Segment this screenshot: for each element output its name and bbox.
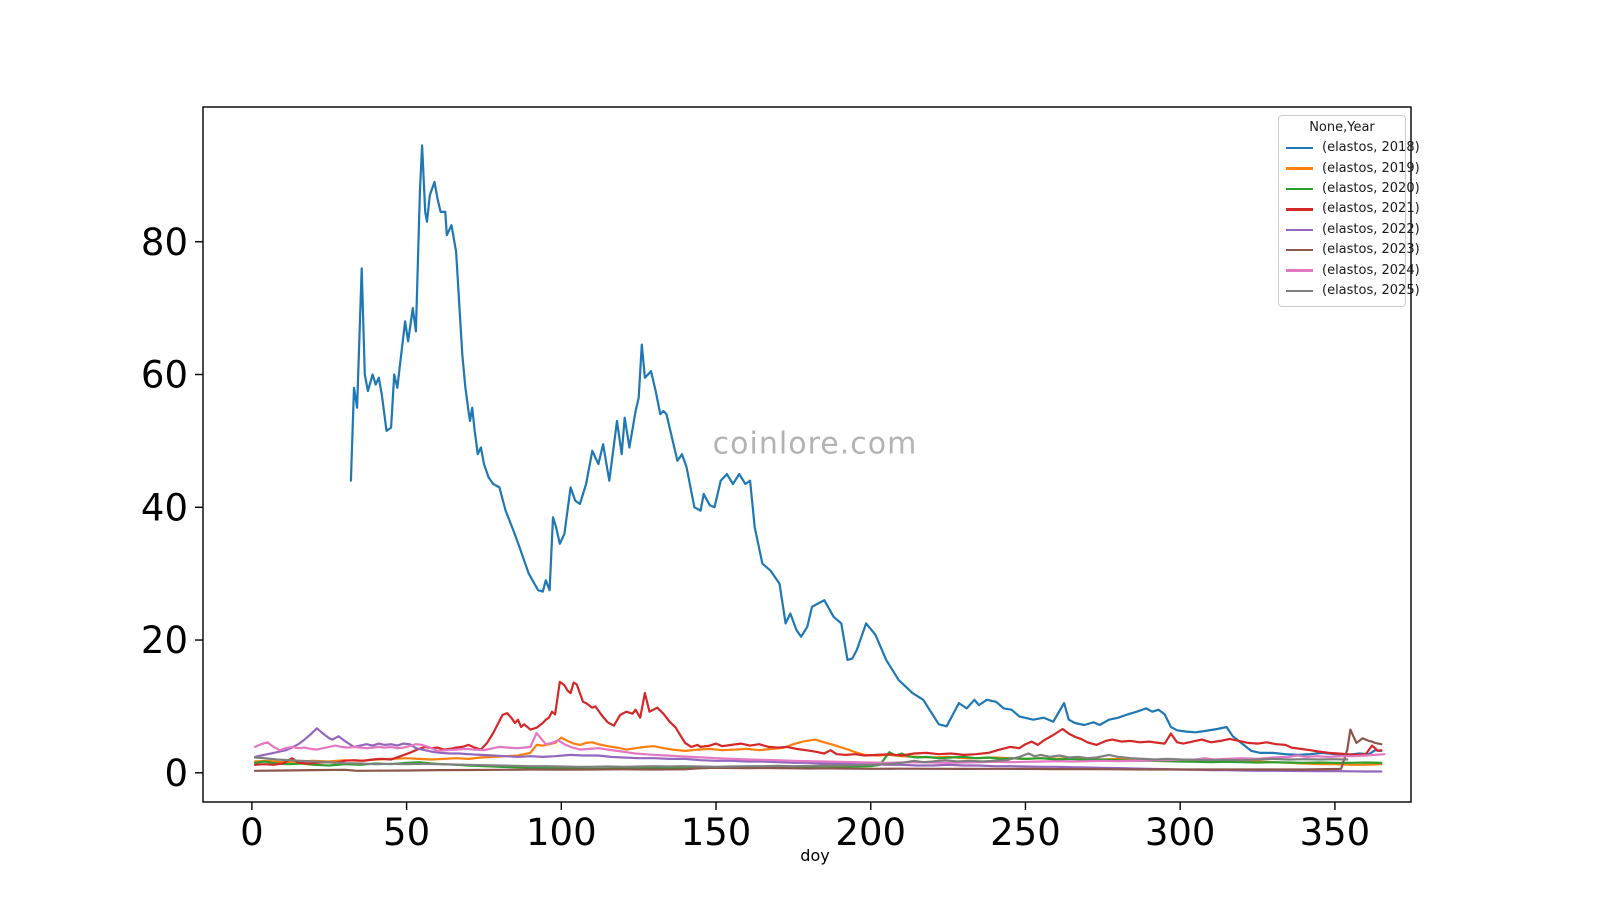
legend-entry-label: (elastos, 2019)	[1322, 160, 1420, 176]
series-line	[253, 731, 1386, 764]
legend-swatch	[1286, 289, 1313, 293]
legend-entry: (elastos, 2024)	[1279, 260, 1420, 280]
legend-swatch	[1286, 269, 1313, 272]
x-tick-label: 300	[1145, 811, 1216, 854]
legend-rows: (elastos, 2018) (elastos, 2019) (elastos, …	[1279, 138, 1420, 301]
legend-swatch	[1286, 146, 1313, 150]
x-tick-label: 200	[835, 811, 906, 854]
legend-swatch	[1286, 187, 1313, 191]
x-tick-label: 250	[990, 811, 1061, 854]
legend-entry: (elastos, 2022)	[1279, 220, 1420, 240]
legend-swatch	[1286, 228, 1313, 231]
legend-entry-label: (elastos, 2021)	[1322, 201, 1420, 217]
y-tick-label: 20	[141, 619, 188, 662]
y-tick-label: 80	[141, 221, 188, 264]
y-tick-label: 60	[141, 354, 188, 397]
y-tick-label: 0	[164, 752, 188, 795]
legend-swatch	[1286, 208, 1313, 211]
series-lines	[253, 144, 1386, 773]
series-line	[253, 752, 1349, 768]
legend-entry-label: (elastos, 2018)	[1322, 140, 1420, 156]
legend-swatch	[1286, 167, 1313, 170]
legend-entry-label: (elastos, 2020)	[1322, 180, 1420, 196]
x-tick-label: 0	[240, 811, 264, 854]
legend-entry: (elastos, 2025)	[1279, 281, 1420, 301]
x-tick-label: 100	[526, 811, 597, 854]
legend-swatch	[1286, 248, 1313, 252]
legend-entry: (elastos, 2018)	[1279, 138, 1420, 158]
x-tick-label: 350	[1300, 811, 1371, 854]
x-axis-label: doy	[800, 846, 829, 865]
legend-entry: (elastos, 2021)	[1279, 199, 1420, 219]
legend-title: None,Year	[1309, 120, 1375, 135]
legend-box: None,Year (elastos, 2018) (elastos, 2019)…	[1278, 115, 1420, 308]
axes-spines	[202, 106, 1412, 803]
y-tick-label: 40	[141, 486, 188, 529]
legend-entry: (elastos, 2020)	[1279, 179, 1420, 199]
x-tick-label: 150	[681, 811, 752, 854]
legend-entry: (elastos, 2023)	[1279, 240, 1420, 260]
y-axis-ticks: 0 20 40 60 80	[141, 221, 203, 795]
legend-entry-label: (elastos, 2024)	[1322, 262, 1420, 278]
plot-frame	[202, 106, 1412, 803]
x-tick-label: 50	[383, 811, 430, 854]
series-line	[349, 144, 1383, 757]
legend-entry-label: (elastos, 2025)	[1322, 282, 1420, 298]
legend-entry-label: (elastos, 2022)	[1322, 221, 1420, 237]
legend-entry: (elastos, 2019)	[1279, 158, 1420, 178]
legend-entry-label: (elastos, 2023)	[1322, 242, 1420, 258]
series-line	[253, 728, 1383, 772]
x-axis-ticks: 0 50 100 150 200 250 300 350	[240, 802, 1370, 854]
watermark-text: coinlore.com	[712, 426, 918, 462]
series-line	[253, 680, 1383, 766]
